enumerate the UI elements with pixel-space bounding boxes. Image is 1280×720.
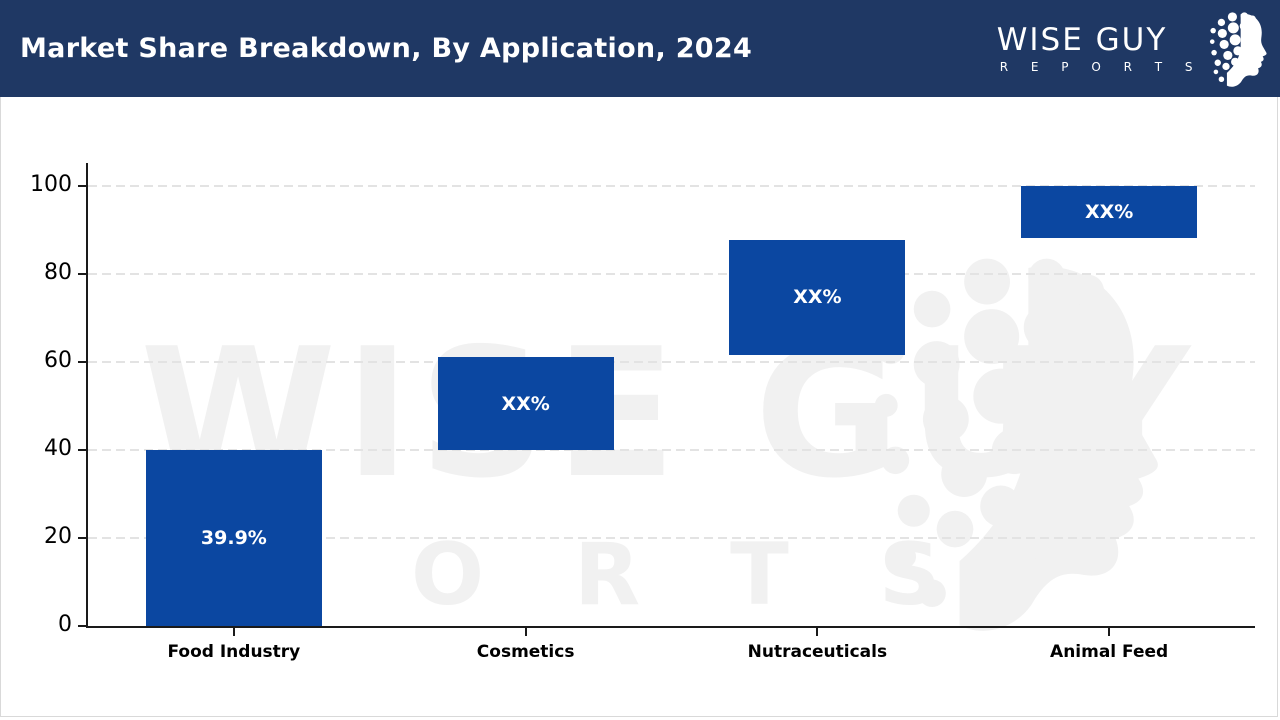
logo-subtitle: R E P O R T S — [999, 59, 1202, 74]
y-tick-mark-20 — [78, 537, 86, 539]
logo-text: WISE GUY R E P O R T S — [997, 24, 1202, 74]
y-tick-mark-40 — [78, 449, 86, 451]
y-tick-label-0: 0 — [58, 612, 72, 637]
x-tick-mark-0 — [232, 628, 235, 636]
y-tick-mark-100 — [78, 185, 86, 187]
gridline-40 — [88, 449, 1255, 451]
logo-head-icon — [1209, 12, 1267, 87]
gridline-60 — [88, 361, 1255, 363]
bar-cosmetics: XX% — [437, 356, 614, 451]
y-tick-label-40: 40 — [44, 436, 72, 461]
bar-value-label: XX% — [1084, 201, 1134, 224]
y-tick-label-60: 60 — [44, 348, 72, 373]
x-tick-label-2: Nutraceuticals — [747, 642, 888, 662]
y-tick-label-100: 100 — [30, 172, 72, 197]
bar-animal-feed: XX% — [1021, 186, 1198, 239]
page-title: Market Share Breakdown, By Application, … — [20, 33, 753, 64]
x-tick-label-0: Food Industry — [167, 642, 301, 662]
x-tick-mark-2 — [816, 628, 819, 636]
header-bar: Market Share Breakdown, By Application, … — [0, 0, 1280, 97]
x-axis-line — [86, 626, 1255, 628]
gridline-20 — [88, 537, 1255, 539]
x-tick-label-3: Animal Feed — [1050, 642, 1169, 662]
plot-area: WISE GUY P O R T S 0 20 40 60 80 100 39.9% Food… — [0, 97, 1280, 720]
y-tick-mark-80 — [78, 273, 86, 275]
logo-wordmark: WISE GUY — [996, 22, 1168, 59]
bar-value-label: 39.9% — [200, 527, 267, 550]
x-tick-mark-3 — [1108, 628, 1111, 636]
wise-guy-reports-logo: WISE GUY R E P O R T S — [997, 8, 1270, 90]
x-tick-mark-1 — [524, 628, 527, 636]
y-tick-mark-0 — [78, 625, 86, 627]
bar-value-label: XX% — [501, 392, 550, 415]
y-tick-mark-60 — [78, 361, 86, 363]
y-axis-line — [86, 163, 88, 628]
watermark-head-icon — [874, 258, 1158, 631]
gridline-100 — [88, 185, 1255, 187]
y-tick-label-20: 20 — [44, 524, 72, 549]
bar-food-industry: 39.9% — [145, 450, 322, 626]
gridline-80 — [88, 273, 1255, 275]
x-tick-label-1: Cosmetics — [476, 642, 575, 662]
bar-nutraceuticals: XX% — [729, 239, 906, 355]
bar-value-label: XX% — [793, 286, 842, 309]
y-tick-label-80: 80 — [44, 260, 72, 285]
